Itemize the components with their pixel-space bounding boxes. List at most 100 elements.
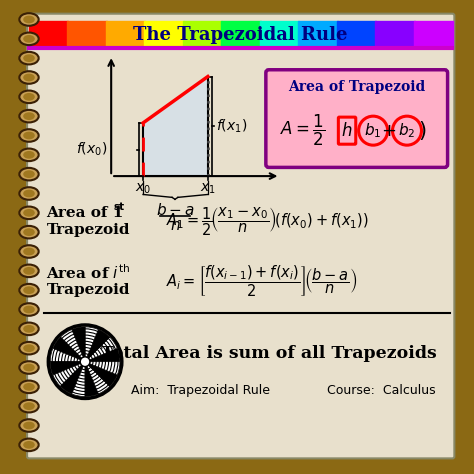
Bar	[183, 21, 222, 48]
Ellipse shape	[19, 33, 39, 45]
Text: $A_i = \left[\dfrac{f(x_{i-1}) + f(x_i)}{2}\right]\!\left(\dfrac{b-a}{n}\right)$: $A_i = \left[\dfrac{f(x_{i-1}) + f(x_i)}…	[166, 264, 358, 299]
Text: $f(x_0)$: $f(x_0)$	[76, 141, 107, 158]
Ellipse shape	[19, 52, 39, 64]
Ellipse shape	[23, 151, 35, 159]
Bar	[29, 21, 68, 48]
Wedge shape	[85, 362, 109, 394]
Text: $A_1 = \dfrac{1}{2}\!\left(\dfrac{x_1 - x_0}{n}\right)\!\left(f(x_0) + f(x_1)\ri: $A_1 = \dfrac{1}{2}\!\left(\dfrac{x_1 - …	[166, 205, 369, 238]
Text: $f(x_1)$: $f(x_1)$	[216, 118, 247, 135]
Wedge shape	[72, 362, 85, 397]
Ellipse shape	[23, 93, 35, 100]
Ellipse shape	[23, 344, 35, 352]
Ellipse shape	[19, 361, 39, 374]
Ellipse shape	[23, 132, 35, 139]
FancyBboxPatch shape	[0, 8, 458, 466]
Ellipse shape	[19, 419, 39, 432]
Wedge shape	[50, 362, 85, 375]
Ellipse shape	[23, 112, 35, 120]
Ellipse shape	[19, 71, 39, 84]
Text: $x_0$: $x_0$	[135, 182, 151, 196]
Ellipse shape	[23, 325, 35, 333]
Text: Trapezoid: Trapezoid	[46, 283, 130, 297]
FancyBboxPatch shape	[338, 117, 356, 144]
Text: $A = \dfrac{1}{2}$: $A = \dfrac{1}{2}$	[280, 113, 326, 148]
Bar	[375, 21, 415, 48]
Bar	[145, 21, 184, 48]
Ellipse shape	[23, 16, 35, 23]
Text: Aim:  Trapezoidal Rule: Aim: Trapezoidal Rule	[130, 384, 270, 397]
Circle shape	[80, 357, 90, 366]
Ellipse shape	[19, 381, 39, 393]
Ellipse shape	[19, 322, 39, 335]
Wedge shape	[85, 327, 99, 362]
Text: st: st	[113, 202, 124, 212]
Ellipse shape	[23, 209, 35, 217]
Ellipse shape	[19, 91, 39, 103]
Ellipse shape	[23, 441, 35, 449]
Ellipse shape	[19, 245, 39, 258]
Text: $)$: $)$	[418, 119, 427, 142]
Text: $+$: $+$	[381, 122, 396, 140]
Bar	[106, 21, 146, 48]
FancyBboxPatch shape	[27, 14, 455, 458]
Ellipse shape	[19, 129, 39, 142]
Text: $h$: $h$	[341, 122, 353, 140]
Wedge shape	[85, 362, 99, 397]
Bar	[260, 21, 300, 48]
FancyBboxPatch shape	[266, 70, 447, 167]
Wedge shape	[53, 362, 85, 386]
Text: The Trapezoidal Rule: The Trapezoidal Rule	[134, 26, 348, 44]
Wedge shape	[85, 329, 109, 362]
Wedge shape	[85, 362, 120, 375]
Bar	[414, 21, 454, 48]
Text: Trapezoid: Trapezoid	[46, 223, 130, 237]
Text: $b_1$: $b_1$	[365, 121, 382, 140]
Ellipse shape	[23, 247, 35, 255]
Bar	[221, 21, 261, 48]
Bar	[299, 21, 338, 48]
Wedge shape	[61, 362, 85, 394]
Ellipse shape	[19, 400, 39, 412]
Ellipse shape	[23, 73, 35, 82]
Wedge shape	[53, 337, 85, 362]
Ellipse shape	[19, 226, 39, 238]
Ellipse shape	[23, 170, 35, 178]
Wedge shape	[85, 337, 117, 362]
Ellipse shape	[19, 168, 39, 181]
Ellipse shape	[23, 35, 35, 43]
Wedge shape	[85, 362, 117, 386]
Text: $b-a$: $b-a$	[155, 202, 194, 218]
Ellipse shape	[23, 286, 35, 294]
Ellipse shape	[19, 110, 39, 122]
Ellipse shape	[19, 148, 39, 161]
Ellipse shape	[19, 207, 39, 219]
Ellipse shape	[19, 187, 39, 200]
Ellipse shape	[19, 303, 39, 316]
Ellipse shape	[19, 264, 39, 277]
Ellipse shape	[19, 13, 39, 26]
Ellipse shape	[19, 284, 39, 296]
Ellipse shape	[23, 306, 35, 313]
Circle shape	[359, 116, 388, 145]
Circle shape	[392, 116, 421, 145]
Bar	[337, 21, 376, 48]
Text: $b_2$: $b_2$	[398, 121, 416, 140]
Bar	[67, 21, 107, 48]
Ellipse shape	[23, 190, 35, 197]
Ellipse shape	[23, 364, 35, 371]
Text: Area of $i^{\mathrm{th}}$: Area of $i^{\mathrm{th}}$	[46, 264, 131, 282]
Wedge shape	[72, 327, 85, 362]
Text: Total Area is sum of all Trapezoids: Total Area is sum of all Trapezoids	[101, 346, 437, 363]
Ellipse shape	[23, 383, 35, 391]
Ellipse shape	[19, 438, 39, 451]
Text: $n$: $n$	[170, 218, 180, 233]
Ellipse shape	[23, 55, 35, 62]
Polygon shape	[143, 76, 208, 176]
Text: Area of 1: Area of 1	[46, 206, 124, 220]
Wedge shape	[85, 348, 120, 362]
Text: Area of Trapezoid: Area of Trapezoid	[288, 80, 425, 94]
Wedge shape	[61, 329, 85, 362]
Ellipse shape	[23, 228, 35, 236]
Wedge shape	[50, 348, 85, 362]
Ellipse shape	[23, 402, 35, 410]
